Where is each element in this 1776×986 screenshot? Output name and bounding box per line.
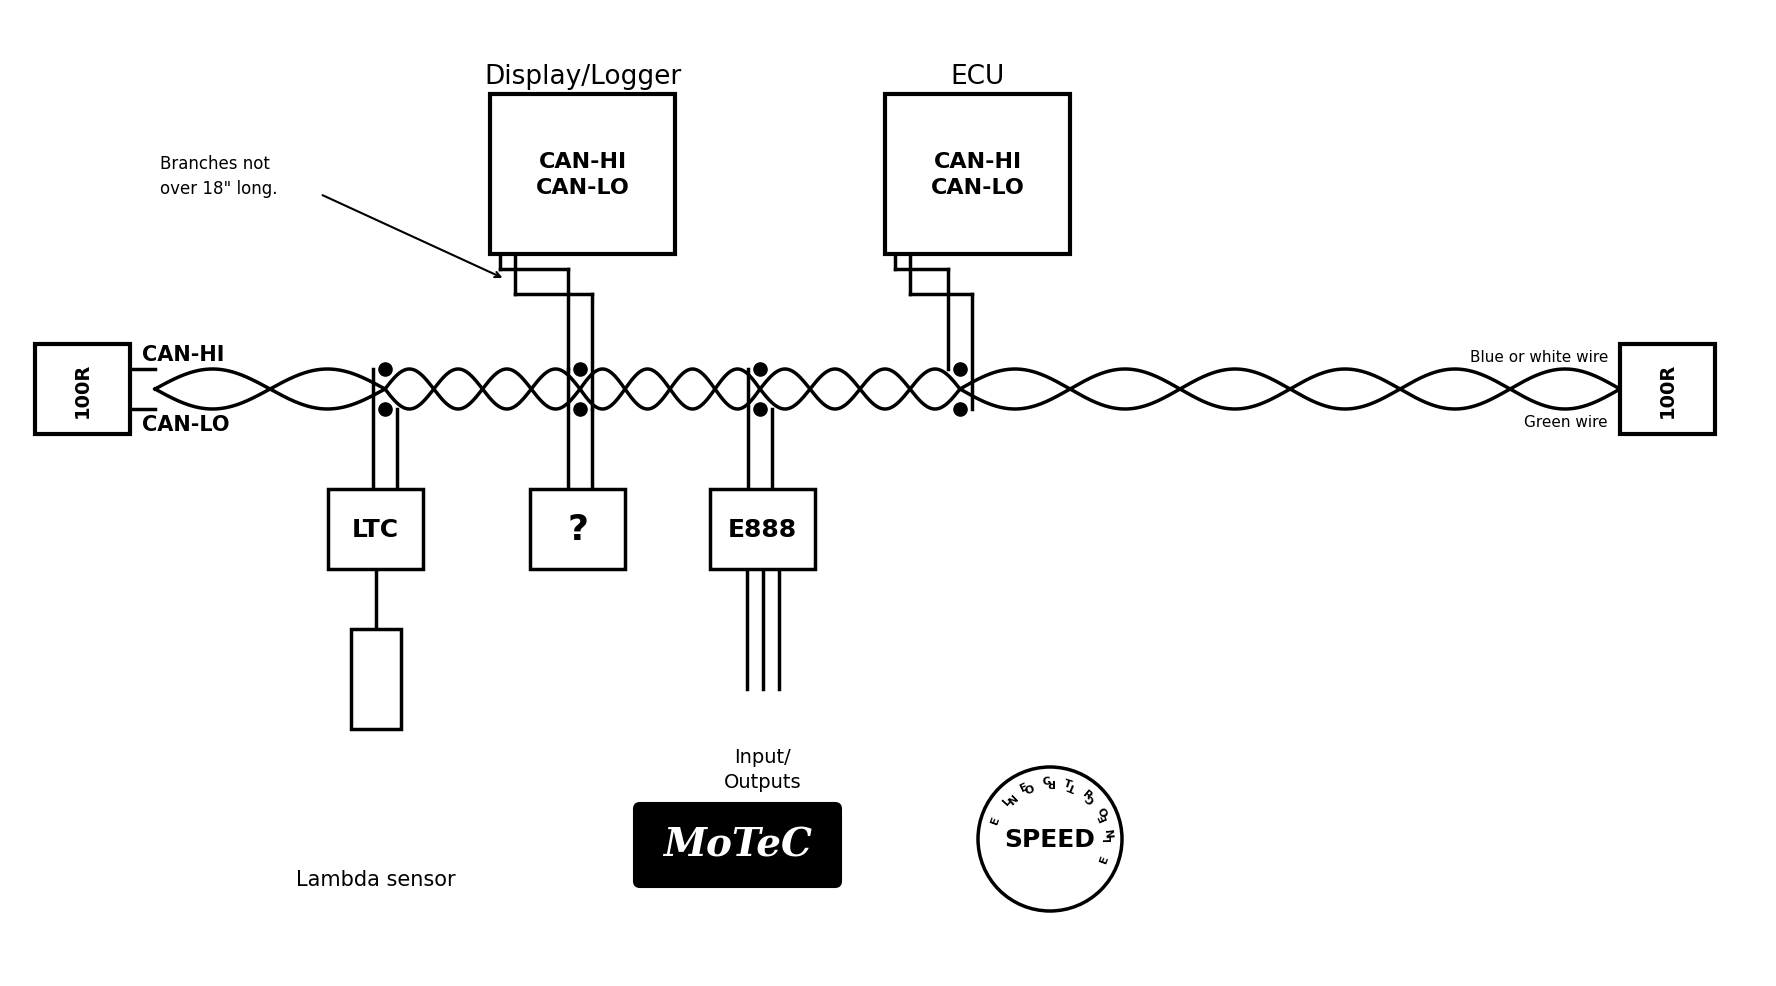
Point xyxy=(746,401,774,417)
Text: Branches not
over 18" long.: Branches not over 18" long. xyxy=(160,155,277,198)
Text: ?: ? xyxy=(567,513,588,546)
Text: Input/
Outputs: Input/ Outputs xyxy=(723,747,801,791)
Text: T: T xyxy=(1062,778,1073,790)
Circle shape xyxy=(979,767,1122,911)
Text: 100R: 100R xyxy=(73,362,92,417)
Point xyxy=(371,401,400,417)
Text: 100R: 100R xyxy=(1659,362,1677,417)
Text: E: E xyxy=(1098,810,1108,821)
Text: Lambda sensor: Lambda sensor xyxy=(295,869,455,889)
Text: T: T xyxy=(1066,779,1078,792)
Text: E: E xyxy=(1019,781,1030,793)
Text: R: R xyxy=(1046,776,1055,786)
Bar xyxy=(529,489,625,570)
Text: SPEED: SPEED xyxy=(1005,827,1096,851)
Point xyxy=(746,362,774,378)
Text: LTC: LTC xyxy=(352,518,400,541)
Text: Display/Logger: Display/Logger xyxy=(483,64,682,90)
Text: E: E xyxy=(989,814,1002,824)
Text: CAN-LO: CAN-LO xyxy=(142,414,229,435)
Bar xyxy=(329,489,423,570)
Text: Green wire: Green wire xyxy=(1524,414,1607,430)
Bar xyxy=(710,489,815,570)
Point xyxy=(947,362,975,378)
Text: N: N xyxy=(1103,828,1114,838)
Point xyxy=(947,401,975,417)
Text: N: N xyxy=(1003,791,1016,805)
Text: C: C xyxy=(1041,776,1050,787)
Point xyxy=(371,362,400,378)
Bar xyxy=(1620,345,1716,435)
Bar xyxy=(490,95,675,254)
Text: L: L xyxy=(1103,833,1114,841)
Text: L: L xyxy=(1002,795,1012,807)
Text: C: C xyxy=(1083,791,1098,804)
Text: E888: E888 xyxy=(728,518,797,541)
Text: CAN-HI: CAN-HI xyxy=(142,345,224,365)
FancyBboxPatch shape xyxy=(634,804,842,887)
Text: CAN-HI
CAN-LO: CAN-HI CAN-LO xyxy=(536,152,629,198)
Text: ECU: ECU xyxy=(950,64,1005,90)
Text: E: E xyxy=(1099,854,1110,865)
Point xyxy=(567,362,595,378)
Text: O: O xyxy=(1021,779,1034,792)
Text: MoTeC: MoTeC xyxy=(662,826,812,864)
Point xyxy=(567,401,595,417)
Text: O: O xyxy=(1094,806,1108,818)
Text: CAN-HI
CAN-LO: CAN-HI CAN-LO xyxy=(931,152,1025,198)
Text: Blue or white wire: Blue or white wire xyxy=(1469,350,1607,365)
Bar xyxy=(36,345,130,435)
Text: R: R xyxy=(1082,788,1094,802)
Bar xyxy=(884,95,1069,254)
Bar xyxy=(350,629,401,730)
